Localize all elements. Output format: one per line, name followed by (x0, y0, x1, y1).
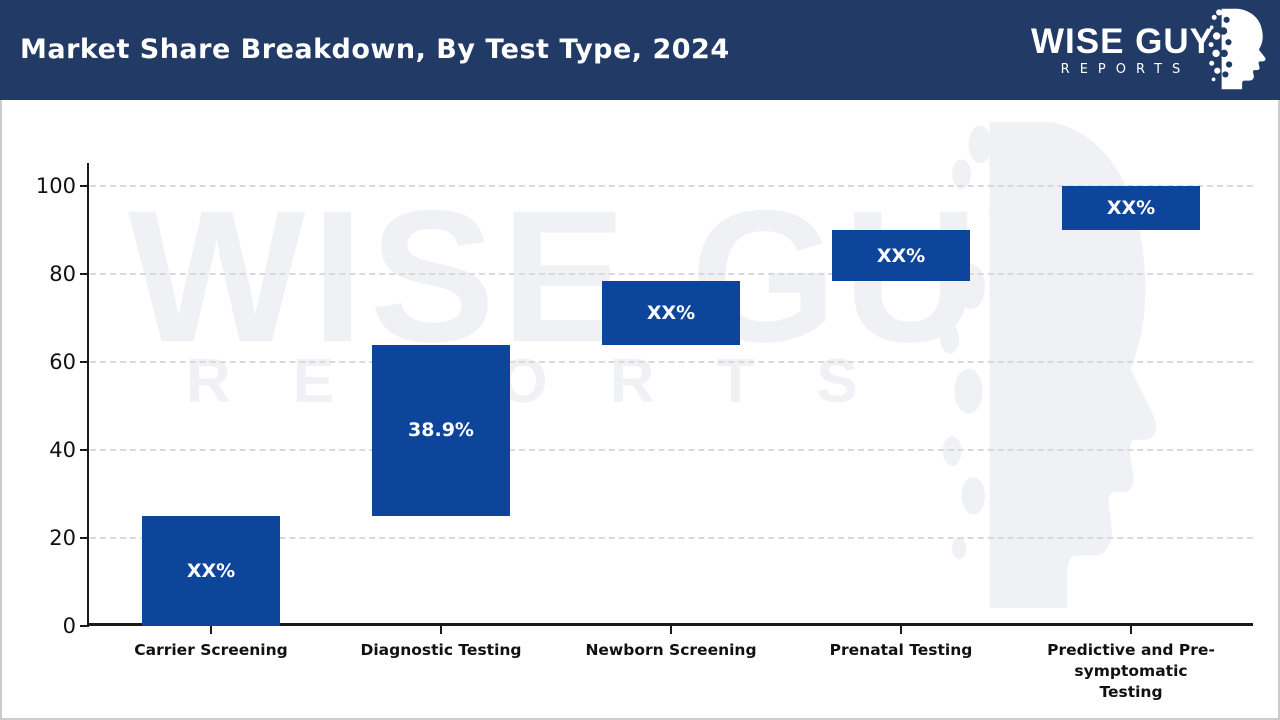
logo-face-icon (1208, 8, 1266, 90)
bar-value-label: XX% (646, 301, 696, 324)
y-tick-100 (80, 185, 88, 187)
bar-diagnostic-testing: 38.9% (372, 344, 510, 516)
bar-prenatal-testing: XX% (832, 230, 970, 282)
y-tick-label-100: 100 (35, 174, 76, 198)
y-tick-60 (80, 361, 88, 363)
watermark-face-icon (940, 122, 1157, 608)
gridline-100 (90, 185, 1253, 187)
x-axis-line (88, 623, 1253, 626)
bar-value-label: 38.9% (408, 419, 474, 442)
y-axis-line (87, 163, 89, 627)
wise-guy-logo: WISE GUY REPORTS (1031, 6, 1270, 92)
logo-tagline: REPORTS (1060, 61, 1191, 77)
x-tick-prenatal-testing (900, 626, 902, 634)
x-category-label-diagnostic-testing: Diagnostic Testing (360, 641, 522, 659)
y-tick-label-40: 40 (49, 438, 76, 462)
y-tick-40 (80, 449, 88, 451)
bar-value-label: XX% (876, 244, 926, 267)
gridline-20 (90, 537, 1253, 539)
x-tick-newborn-screening (670, 626, 672, 634)
gridline-40 (90, 449, 1253, 451)
gridline-80 (90, 273, 1253, 275)
bar-value-label: XX% (186, 560, 236, 582)
bar-value-label: XX% (1106, 197, 1156, 219)
x-tick-diagnostic-testing (440, 626, 442, 634)
y-tick-20 (80, 537, 88, 539)
header-bar: Market Share Breakdown, By Test Type, 20… (0, 0, 1280, 100)
x-category-label-carrier-screening: Carrier Screening (134, 641, 288, 659)
logo-text: WISE GUY REPORTS (1031, 22, 1214, 77)
x-category-label-predictive-and-pre-symptomatic-testing: Predictive and Pre-symptomatic Testing (1047, 641, 1215, 701)
logo-name: WISE GUY (1030, 21, 1214, 61)
bar-carrier-screening: XX% (142, 516, 280, 626)
x-tick-predictive-and-pre-symptomatic-testing (1130, 626, 1132, 634)
plot-area: 0 20 40 60 80 100 XX% Carrier Screening 38.9% Dia… (0, 100, 1280, 720)
y-tick-label-60: 60 (49, 350, 76, 374)
watermark-reports-text: REPORTS (186, 347, 920, 416)
y-tick-0 (80, 625, 88, 627)
x-tick-carrier-screening (210, 626, 212, 634)
x-category-label-newborn-screening: Newborn Screening (585, 641, 757, 659)
y-tick-label-20: 20 (49, 526, 76, 550)
page-title: Market Share Breakdown, By Test Type, 20… (20, 34, 730, 65)
y-tick-80 (80, 273, 88, 275)
y-tick-label-80: 80 (49, 262, 76, 286)
gridline-60 (90, 361, 1253, 363)
bar-predictive-and-pre-symptomatic-testing: XX% (1062, 186, 1200, 230)
bar-newborn-screening: XX% (602, 281, 740, 345)
x-category-label-prenatal-testing: Prenatal Testing (829, 641, 973, 659)
y-tick-label-0: 0 (62, 614, 76, 638)
